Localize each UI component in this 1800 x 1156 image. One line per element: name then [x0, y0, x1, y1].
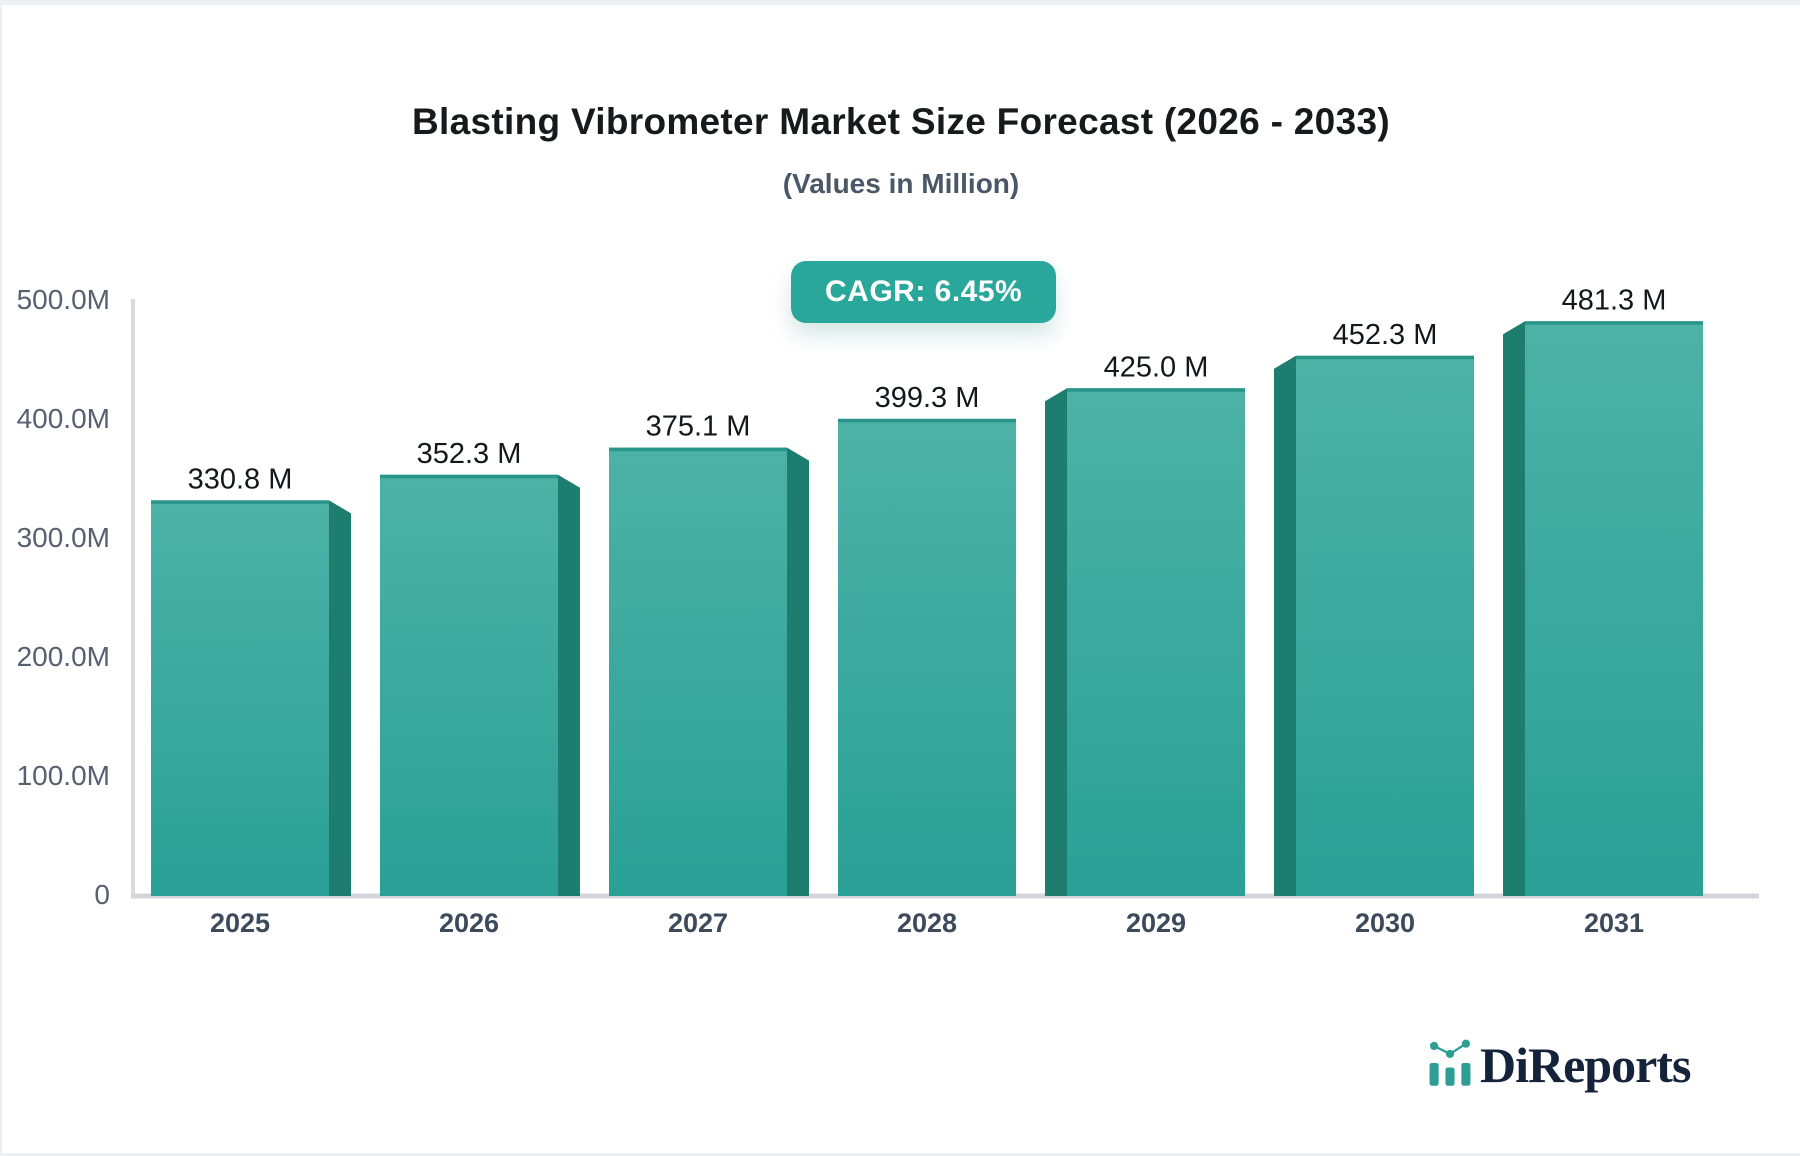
- bar-top-edge-2030: [1296, 355, 1474, 360]
- x-axis-label: 2027: [668, 908, 728, 938]
- bar-2027: [609, 447, 787, 896]
- bar-value-label: 452.3 M: [1333, 319, 1438, 351]
- bar-top-edge-2028: [838, 418, 1016, 423]
- logo-icon-dot: [1461, 1039, 1470, 1048]
- brand-logo: DiReports: [1427, 1037, 1691, 1093]
- bar-2031: [1525, 321, 1703, 896]
- bar-top-edge-2026: [380, 474, 558, 479]
- logo-icon-bar: [1429, 1063, 1439, 1086]
- logo-icon-dot: [1430, 1041, 1439, 1051]
- x-axis-label: 2029: [1126, 908, 1186, 938]
- logo-icon-bar: [1461, 1063, 1471, 1086]
- y-axis-label: 0: [94, 879, 110, 910]
- x-axis-label: 2031: [1584, 908, 1644, 938]
- cagr-badge: CAGR: 6.45%: [791, 261, 1057, 323]
- chart-title: Blasting Vibrometer Market Size Forecast…: [412, 101, 1390, 142]
- bar-value-label: 330.8 M: [188, 463, 293, 495]
- bar-value-label: 375.1 M: [646, 411, 751, 443]
- bar-top-edge-2029: [1067, 388, 1245, 392]
- bar-2028: [838, 418, 1016, 896]
- y-axis-label: 300.0M: [17, 522, 110, 553]
- bar-side-2025: [329, 500, 351, 896]
- x-axis-label: 2030: [1355, 908, 1415, 938]
- bar-value-label: 481.3 M: [1562, 284, 1667, 316]
- logo-icon-dot: [1445, 1049, 1455, 1058]
- y-axis-label: 400.0M: [17, 403, 110, 434]
- y-axis-label: 500.0M: [17, 284, 110, 315]
- bar-side-2026: [558, 474, 580, 896]
- bar-top-edge-2027: [609, 447, 787, 452]
- x-axis-label: 2025: [210, 908, 270, 938]
- bar-2030: [1296, 355, 1474, 896]
- x-axis-label: 2028: [897, 908, 957, 938]
- y-axis-label: 100.0M: [17, 760, 110, 791]
- bar-value-label: 352.3 M: [417, 438, 522, 470]
- chart-subtitle: (Values in Million): [782, 168, 1020, 199]
- bar-chart: 0 100.0M 200.0M 300.0M 400.0M 500.0M 330.8 M 20…: [17, 284, 1759, 938]
- mini-bar-chart-icon: [1429, 1039, 1471, 1086]
- bar-side-2030: [1274, 355, 1296, 896]
- bar-side-2027: [787, 447, 809, 896]
- bar-top-edge-2031: [1525, 321, 1703, 325]
- x-axis-label: 2026: [439, 908, 499, 938]
- bar-value-label: 399.3 M: [875, 382, 980, 414]
- bar-value-label: 425.0 M: [1104, 351, 1209, 383]
- bar-2029: [1067, 388, 1245, 896]
- bar-2025: [151, 500, 329, 896]
- logo-text: DiReports: [1480, 1037, 1691, 1093]
- bar-side-2029: [1045, 388, 1067, 896]
- bar-2026: [380, 474, 558, 896]
- bar-side-2031: [1503, 321, 1525, 896]
- logo-icon-bar: [1445, 1067, 1455, 1086]
- bar-top-edge-2025: [151, 500, 329, 504]
- y-axis-label: 200.0M: [17, 641, 110, 672]
